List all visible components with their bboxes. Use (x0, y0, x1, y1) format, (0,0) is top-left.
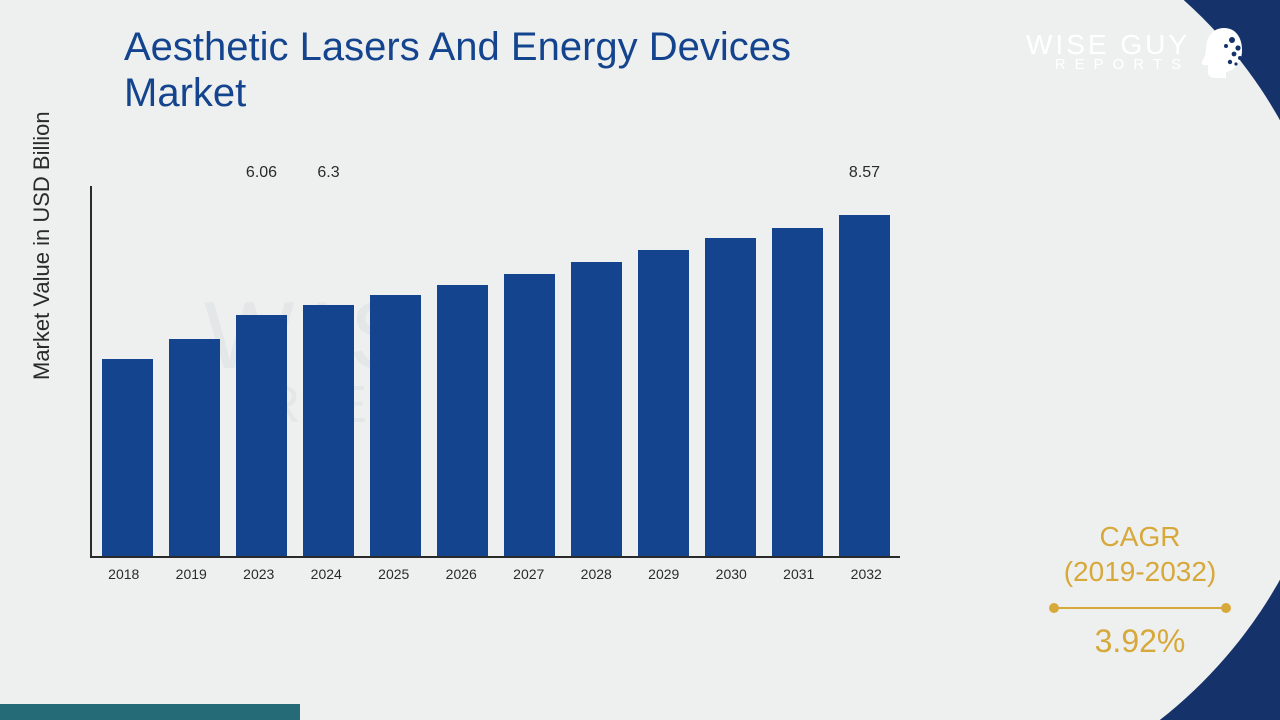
bar (102, 359, 153, 556)
bar (437, 285, 488, 556)
x-tick: 2025 (360, 562, 428, 586)
x-tick: 2029 (630, 562, 698, 586)
bar (236, 315, 287, 556)
bar-wrap (697, 186, 764, 556)
brand-logo: WISE GUY REPORTS (1012, 24, 1252, 80)
bar-wrap (362, 186, 429, 556)
x-tick: 2018 (90, 562, 158, 586)
x-tick: 2026 (428, 562, 496, 586)
bar-wrap: 6.06 (228, 186, 295, 556)
bar-wrap (161, 186, 228, 556)
bar (370, 295, 421, 556)
x-tick: 2019 (158, 562, 226, 586)
bar (772, 228, 823, 556)
plot-area: 6.066.3 8.57 (90, 186, 900, 558)
x-axis-ticks: 2018201920232024202520262027202820292030… (90, 562, 900, 586)
chart-title: Aesthetic Lasers And Energy Devices Mark… (124, 24, 884, 116)
logo-head-icon (1196, 24, 1252, 80)
bar (169, 339, 220, 556)
cagr-label: CAGR (1100, 521, 1181, 552)
x-tick: 2028 (563, 562, 631, 586)
x-tick: 2027 (495, 562, 563, 586)
bar-wrap (630, 186, 697, 556)
bar (839, 215, 890, 556)
bar-wrap: 6.3 (295, 186, 362, 556)
bar-wrap (563, 186, 630, 556)
bars-container: 6.066.3 8.57 (92, 186, 900, 556)
bar (303, 305, 354, 556)
bar-value-label: 6.06 (246, 164, 277, 182)
bar (638, 250, 689, 556)
bar-value-label: 6.3 (317, 164, 339, 182)
cagr-value: 3.92% (1040, 623, 1240, 660)
x-tick: 2031 (765, 562, 833, 586)
bar-wrap (94, 186, 161, 556)
x-tick: 2032 (833, 562, 901, 586)
bar (504, 274, 555, 556)
bar-wrap (429, 186, 496, 556)
logo-text-bottom: REPORTS (1026, 58, 1190, 72)
cagr-range: (2019-2032) (1064, 556, 1217, 587)
bar (571, 262, 622, 556)
cagr-callout: CAGR (2019-2032) 3.92% (1040, 519, 1240, 660)
x-tick: 2024 (293, 562, 361, 586)
x-tick: 2023 (225, 562, 293, 586)
bar-wrap (496, 186, 563, 556)
bottom-accent-bar (0, 704, 300, 720)
x-tick: 2030 (698, 562, 766, 586)
y-axis-label: Market Value in USD Billion (29, 111, 55, 380)
bar (705, 238, 756, 556)
logo-text-top: WISE GUY (1026, 32, 1190, 59)
infographic-canvas: WISE GUY REPORTS WISE GUY REPORTS Aesthe… (0, 0, 1280, 720)
cagr-divider (1054, 607, 1226, 609)
bar-chart: 6.066.3 8.57 2018201920232024202520262027… (90, 186, 900, 586)
bar-wrap: 8.57 (831, 186, 898, 556)
bar-wrap (764, 186, 831, 556)
bar-value-label: 8.57 (849, 164, 880, 182)
